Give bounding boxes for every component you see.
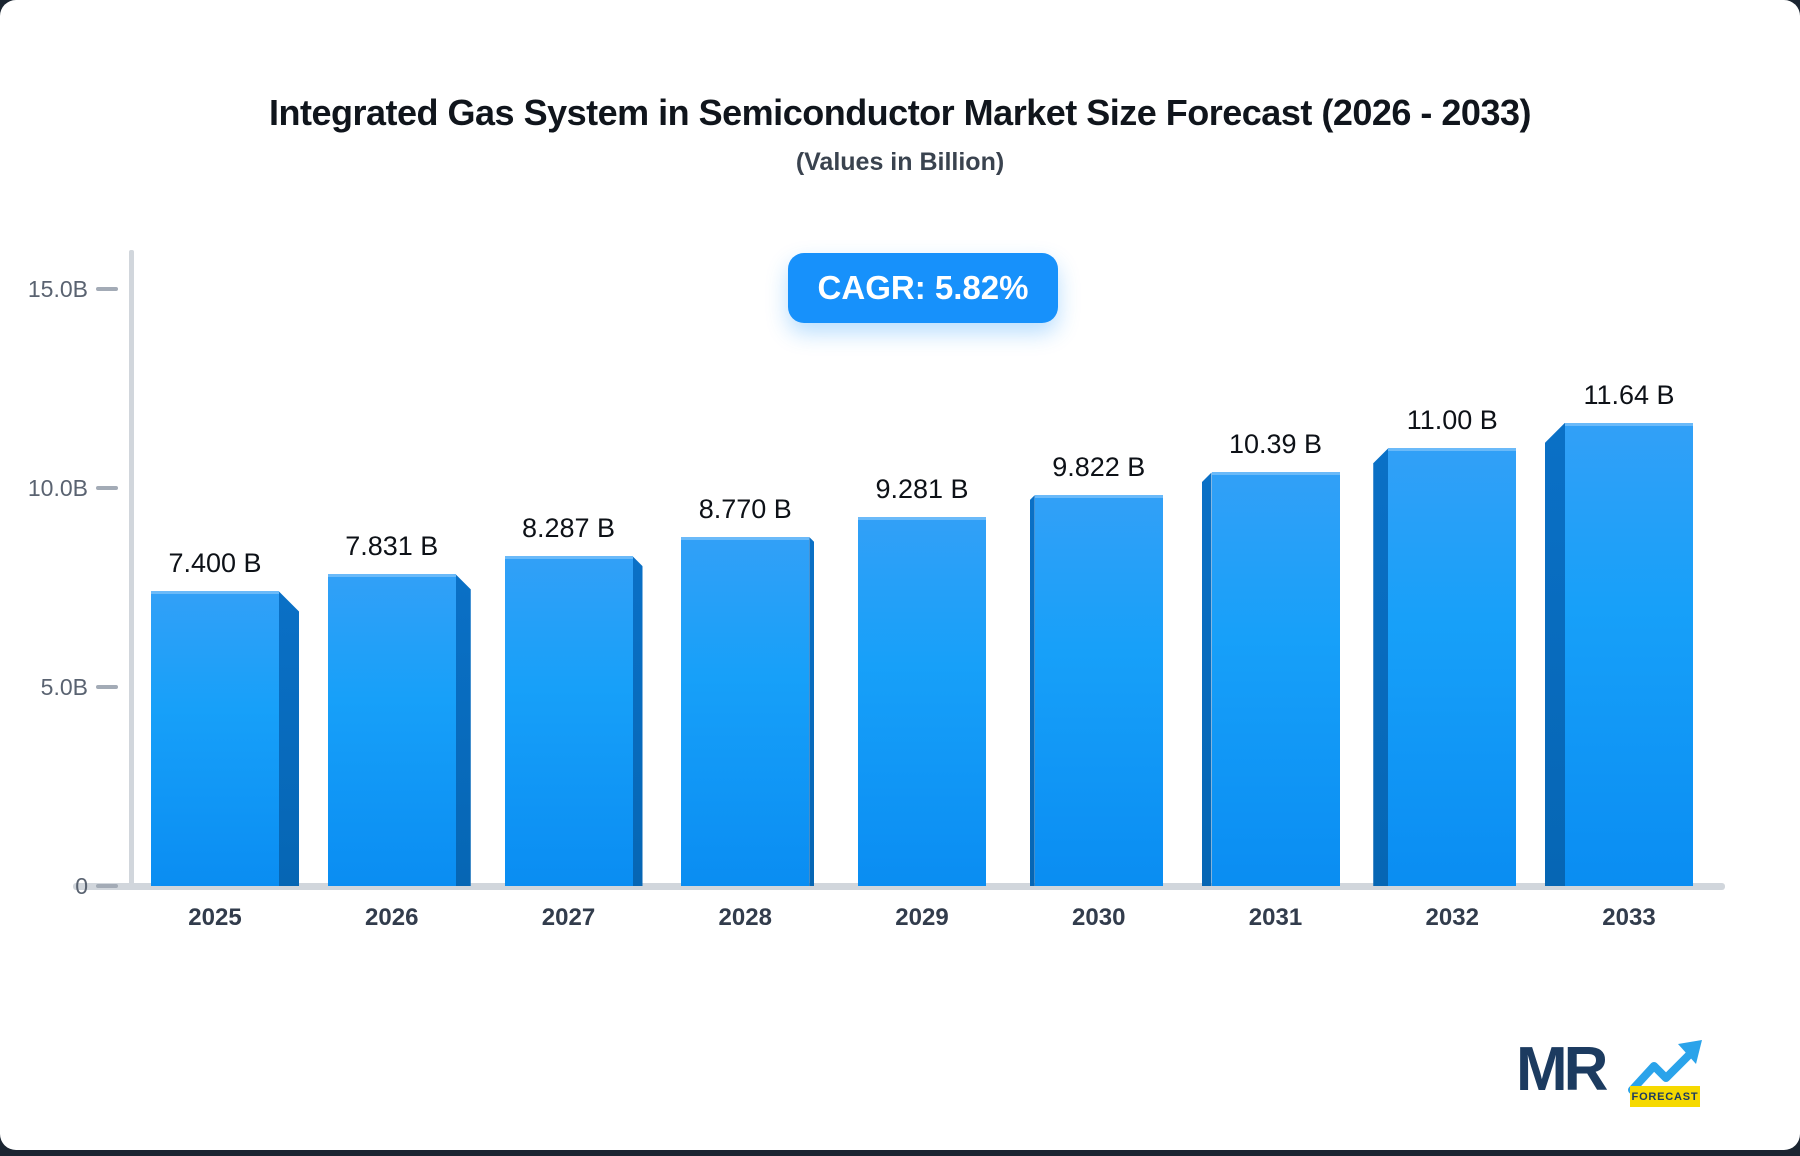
bar-2033 (1565, 422, 1693, 886)
bar-2027 (504, 556, 633, 886)
logo-forecast-label: FORECAST (1630, 1086, 1700, 1107)
bar-value-label: 10.39 B (1228, 429, 1323, 460)
mr-forecast-logo: MR FORECAST (1516, 1036, 1716, 1116)
bar-3d-side (455, 574, 471, 886)
trend-up-arrow-icon (1628, 1040, 1702, 1094)
bar-2026 (327, 574, 456, 886)
bar-value-label: 11.64 B (1583, 379, 1675, 410)
bar-2030 (1034, 495, 1163, 886)
bar-value-label: 9.822 B (1052, 452, 1146, 483)
bar-value-label: 7.831 B (345, 531, 439, 562)
y-tick-mark (96, 685, 118, 689)
bar-3d-side (279, 591, 299, 886)
bar-3d-side (632, 556, 643, 886)
x-axis-label-2027: 2027 (541, 904, 596, 931)
bar-2028 (681, 536, 810, 886)
x-axis-label-2032: 2032 (1425, 904, 1479, 931)
y-tick-mark (96, 884, 118, 888)
y-tick-label: 0 (75, 873, 88, 899)
bar-value-label: 11.00 B (1406, 405, 1498, 436)
y-tick-mark (96, 287, 118, 291)
bar-value-label: 8.770 B (698, 493, 792, 524)
bar-2029 (858, 516, 986, 886)
bar-2031 (1211, 472, 1340, 886)
bar-3d-side (1201, 472, 1212, 886)
x-axis-label-2026: 2026 (365, 904, 419, 931)
chart-subtitle: (Values in Billion) (795, 148, 1005, 176)
x-axis-baseline (73, 883, 1725, 890)
y-axis-line (129, 250, 134, 886)
y-tick-mark (96, 486, 118, 490)
bar-value-label: 7.400 B (168, 548, 262, 579)
logo-text: MR (1516, 1035, 1608, 1104)
y-tick-label: 5.0B (40, 674, 88, 700)
x-axis-label-2028: 2028 (718, 904, 772, 931)
bar-value-label: 9.281 B (875, 473, 969, 504)
y-tick-label: 15.0B (27, 276, 88, 302)
bar-2032 (1388, 448, 1517, 886)
bar-3d-side (1545, 422, 1565, 886)
bar-3d-side (1373, 448, 1389, 886)
x-axis-label-2025: 2025 (188, 904, 242, 931)
bar-3d-side (1029, 495, 1035, 886)
cagr-badge: CAGR: 5.82% (788, 253, 1058, 323)
bar-3d-side (809, 536, 815, 886)
x-axis-label-2033: 2033 (1602, 904, 1656, 931)
x-axis-label-2029: 2029 (895, 904, 949, 931)
chart-title: Integrated Gas System in Semiconductor M… (269, 92, 1531, 133)
bar-2025 (151, 591, 279, 886)
bar-value-label: 8.287 B (521, 513, 616, 544)
y-tick-label: 10.0B (27, 475, 88, 501)
x-axis-label-2030: 2030 (1072, 904, 1126, 931)
x-axis-label-2031: 2031 (1248, 904, 1303, 931)
